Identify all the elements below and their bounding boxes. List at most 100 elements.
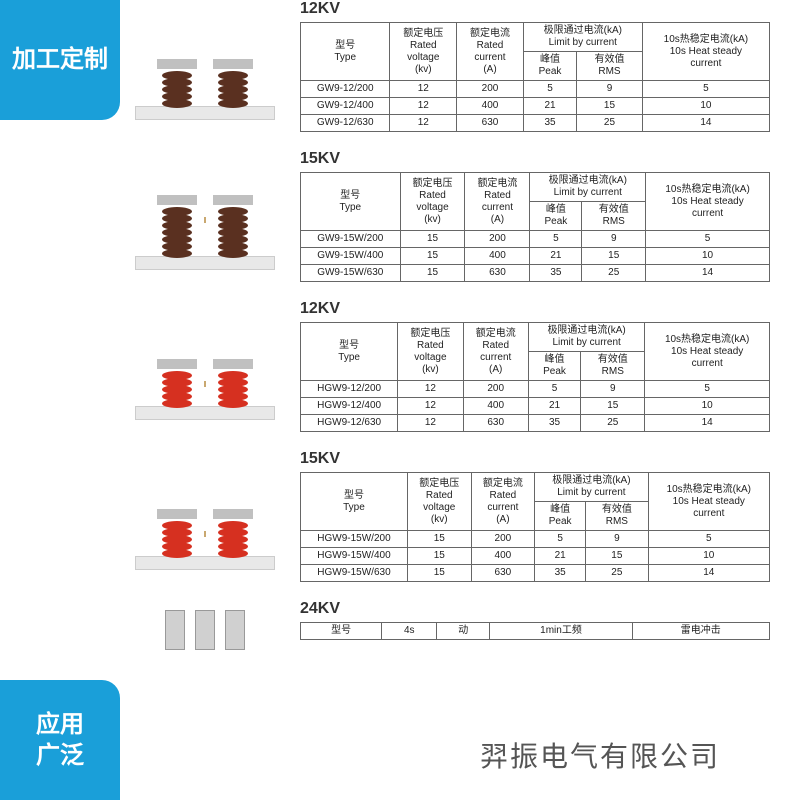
cell-v: 12: [398, 398, 463, 415]
small-part: [165, 610, 185, 650]
cell-steady: 14: [645, 415, 770, 432]
cell-steady: 14: [648, 565, 769, 582]
cell-steady: 14: [642, 115, 769, 132]
cell-peak: 5: [523, 81, 576, 98]
top-contact: [157, 509, 197, 519]
cell-a: 400: [465, 248, 530, 265]
cell-rms: 25: [581, 415, 645, 432]
cell-a: 400: [471, 548, 535, 565]
insulator-disc: [162, 549, 192, 558]
cell-rms: 9: [582, 231, 646, 248]
cell-steady: 5: [642, 81, 769, 98]
cell-steady: 14: [646, 265, 770, 282]
col-peak: 峰值 Peak: [530, 202, 582, 231]
badge-bottom-text: 应用 广泛: [36, 709, 84, 771]
cell-a: 200: [463, 381, 528, 398]
col-peak: 峰值 Peak: [523, 52, 576, 81]
cell-type: GW9-15W/400: [301, 248, 401, 265]
col-rms: 有效值 RMS: [586, 502, 648, 531]
cell-a: 400: [457, 98, 524, 115]
top-contact: [157, 359, 197, 369]
table-row: GW9-12/63012630352514: [301, 115, 770, 132]
cell-type: GW9-15W/200: [301, 231, 401, 248]
cell-peak: 21: [523, 98, 576, 115]
col-current: 额定电流 Rated current (A): [457, 23, 524, 81]
spec-table: 型号 Type额定电压 Rated voltage (kv)额定电流 Rated…: [300, 322, 770, 432]
cell-v: 15: [407, 548, 471, 565]
spec-section: 15KV型号 Type额定电压 Rated voltage (kv)额定电流 R…: [130, 450, 790, 582]
table-row: GW9-15W/20015200595: [301, 231, 770, 248]
cell-a: 200: [465, 231, 530, 248]
spec-table: 型号 Type额定电压 Rated voltage (kv)额定电流 Rated…: [300, 472, 770, 582]
col-current: 额定电流 Rated current (A): [471, 473, 535, 531]
partial-header-cell: 型号: [301, 623, 382, 640]
table-row: HGW9-12/40012400211510: [301, 398, 770, 415]
cell-rms: 25: [586, 565, 648, 582]
col-voltage: 额定电压 Rated voltage (kv): [400, 173, 465, 231]
product-row: 12KV型号 Type额定电压 Rated voltage (kv)额定电流 R…: [130, 300, 790, 432]
partial-header-cell: 动: [437, 623, 490, 640]
insulator-disc: [162, 399, 192, 408]
col-current: 额定电流 Rated current (A): [463, 323, 528, 381]
cell-a: 200: [471, 531, 535, 548]
col-type: 型号 Type: [301, 23, 390, 81]
content-area: 12KV型号 Type额定电压 Rated voltage (kv)额定电流 R…: [130, 0, 790, 678]
cell-v: 15: [400, 248, 465, 265]
table-row: GW9-15W/63015630352514: [301, 265, 770, 282]
cross-bar: [204, 381, 206, 387]
small-part: [195, 610, 215, 650]
cell-type: GW9-12/630: [301, 115, 390, 132]
cell-v: 15: [407, 565, 471, 582]
insulator: [220, 59, 246, 106]
badge-top: 加工定制: [0, 0, 120, 120]
cell-steady: 5: [646, 231, 770, 248]
cross-bar: [204, 217, 206, 223]
insulator-disc: [218, 99, 248, 108]
table-row: GW9-12/40012400211510: [301, 98, 770, 115]
footer-company: 羿振电气有限公司: [480, 735, 720, 775]
col-limit: 极限通过电流(kA) Limit by current: [530, 173, 646, 202]
top-contact: [213, 359, 253, 369]
product-row: 24KV型号4s动1min工频雷电冲击: [130, 600, 790, 660]
insulator-disc: [162, 99, 192, 108]
cell-peak: 21: [530, 248, 582, 265]
cell-rms: 9: [577, 81, 643, 98]
cell-type: GW9-15W/630: [301, 265, 401, 282]
cell-peak: 21: [528, 398, 580, 415]
cell-v: 15: [400, 265, 465, 282]
product-row: 15KV型号 Type额定电压 Rated voltage (kv)额定电流 R…: [130, 150, 790, 282]
cell-type: HGW9-12/200: [301, 381, 398, 398]
cell-v: 12: [390, 98, 457, 115]
cell-a: 630: [463, 415, 528, 432]
top-contact: [213, 195, 253, 205]
cell-peak: 35: [530, 265, 582, 282]
col-voltage: 额定电压 Rated voltage (kv): [398, 323, 463, 381]
col-rms: 有效值 RMS: [577, 52, 643, 81]
small-part: [225, 610, 245, 650]
cell-a: 630: [457, 115, 524, 132]
col-peak: 峰值 Peak: [528, 352, 580, 381]
cell-type: HGW9-15W/630: [301, 565, 408, 582]
cell-rms: 25: [582, 265, 646, 282]
spec-table: 型号 Type额定电压 Rated voltage (kv)额定电流 Rated…: [300, 22, 770, 132]
spec-section: 12KV型号 Type额定电压 Rated voltage (kv)额定电流 R…: [130, 300, 790, 432]
insulator: [220, 195, 246, 256]
badge-top-text: 加工定制: [12, 44, 108, 75]
col-limit: 极限通过电流(kA) Limit by current: [523, 23, 642, 52]
col-voltage: 额定电压 Rated voltage (kv): [407, 473, 471, 531]
table-row: GW9-15W/40015400211510: [301, 248, 770, 265]
col-rms: 有效值 RMS: [581, 352, 645, 381]
cell-peak: 5: [528, 381, 580, 398]
base-plate: [135, 106, 275, 120]
top-contact: [213, 509, 253, 519]
cell-peak: 35: [523, 115, 576, 132]
table-row: GW9-12/20012200595: [301, 81, 770, 98]
cell-rms: 9: [581, 381, 645, 398]
col-current: 额定电流 Rated current (A): [465, 173, 530, 231]
cell-peak: 5: [530, 231, 582, 248]
cell-rms: 15: [581, 398, 645, 415]
cell-rms: 9: [586, 531, 648, 548]
insulator: [164, 359, 190, 406]
product-row: 12KV型号 Type额定电压 Rated voltage (kv)额定电流 R…: [130, 0, 790, 132]
col-voltage: 额定电压 Rated voltage (kv): [390, 23, 457, 81]
